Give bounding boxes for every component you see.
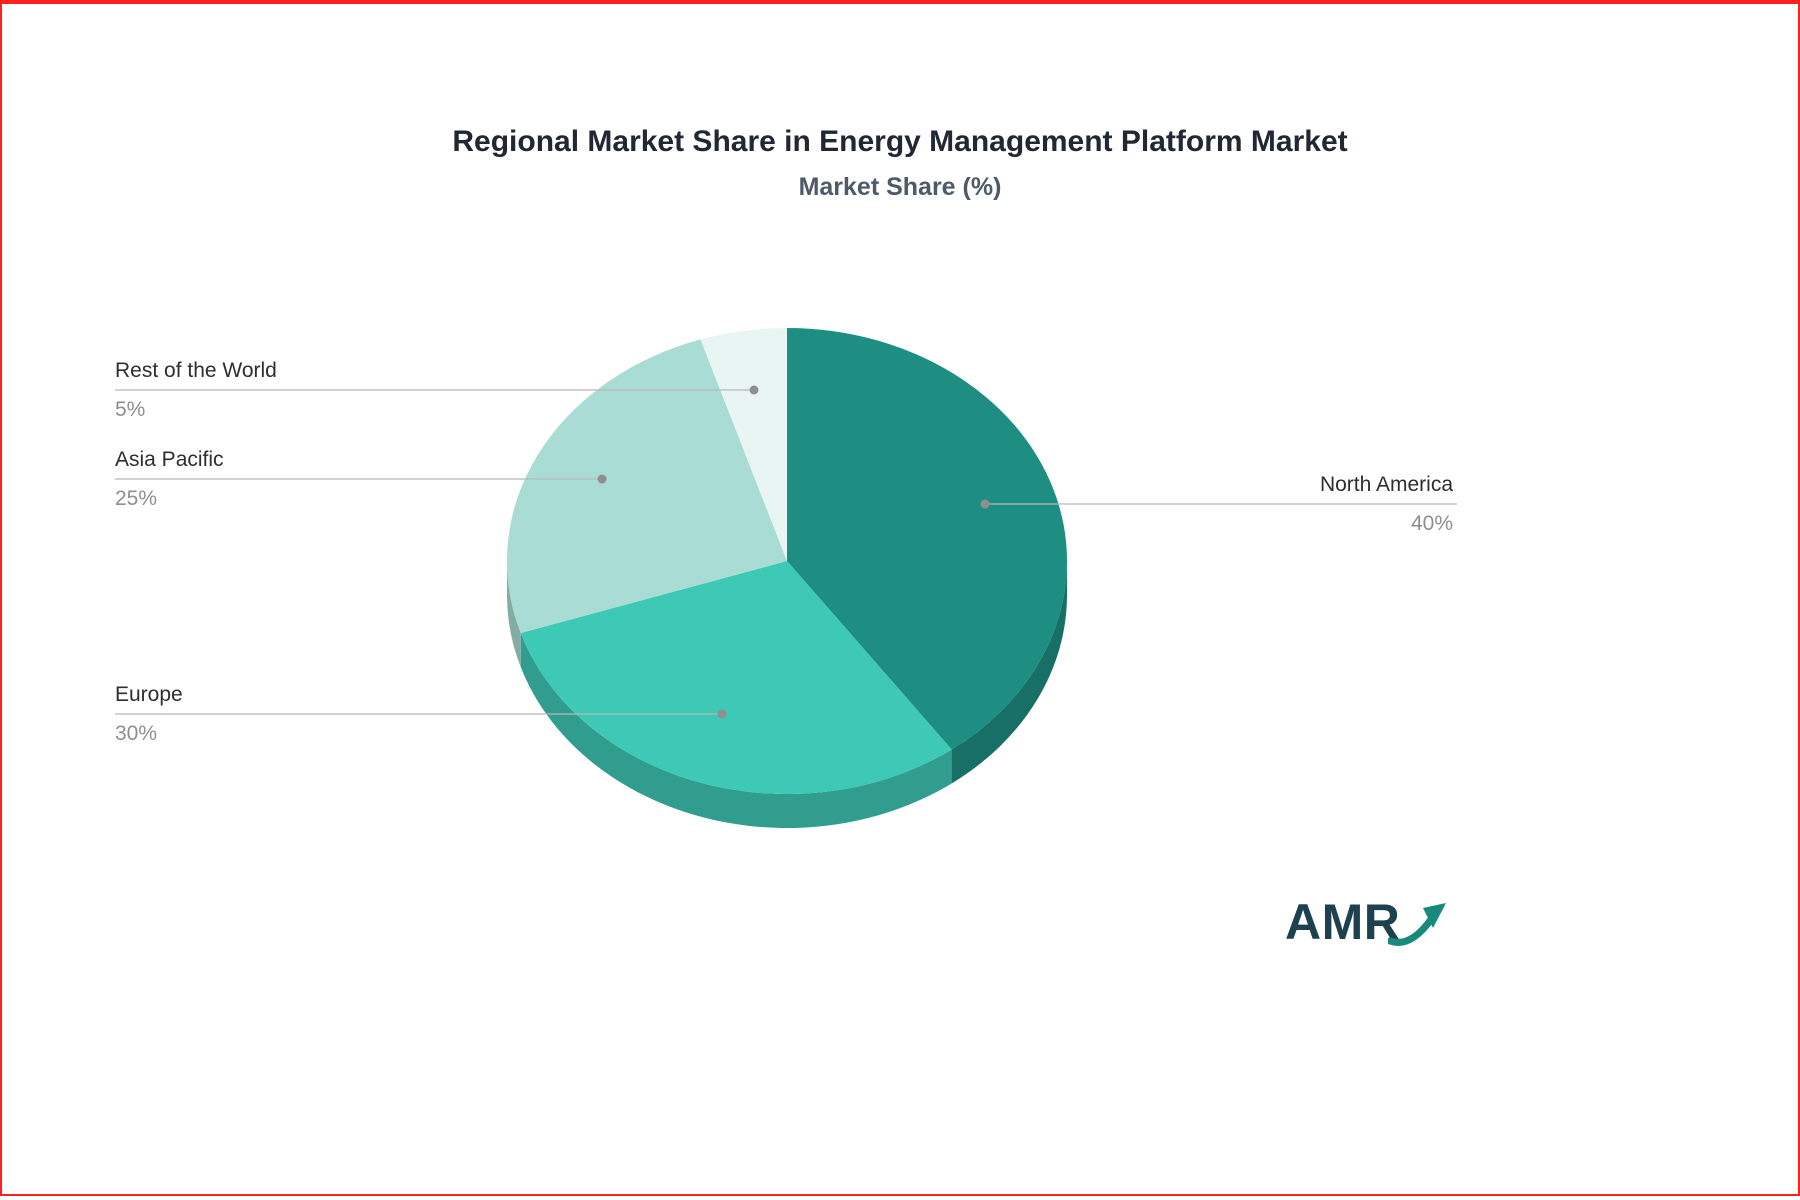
pie-chart [115, 328, 1457, 829]
amr-logo-arrow-icon [1388, 903, 1447, 946]
pie-slice-side-asia-pacific [506, 561, 521, 667]
leader-dot-asia-pacific [597, 474, 607, 484]
chart-title: Regional Market Share in Energy Manageme… [452, 125, 1348, 158]
amr-logo-text: AMR [1285, 894, 1401, 950]
pie-slice-north-america [787, 328, 1068, 750]
pie-slice-side-europe [520, 633, 952, 829]
pie-slice-side-north-america [951, 561, 1067, 784]
pie-slice-europe [520, 561, 952, 795]
pie-slice-asia-pacific [506, 339, 787, 633]
leader-dot-north-america [980, 499, 990, 509]
leader-dot-rest-of-the-world [749, 385, 759, 395]
amr-logo: AMR [1285, 897, 1450, 949]
leader-dot-europe [717, 709, 727, 719]
pie-slice-rest-of-the-world [700, 328, 787, 561]
chart-subtitle: Market Share (%) [798, 173, 1002, 201]
